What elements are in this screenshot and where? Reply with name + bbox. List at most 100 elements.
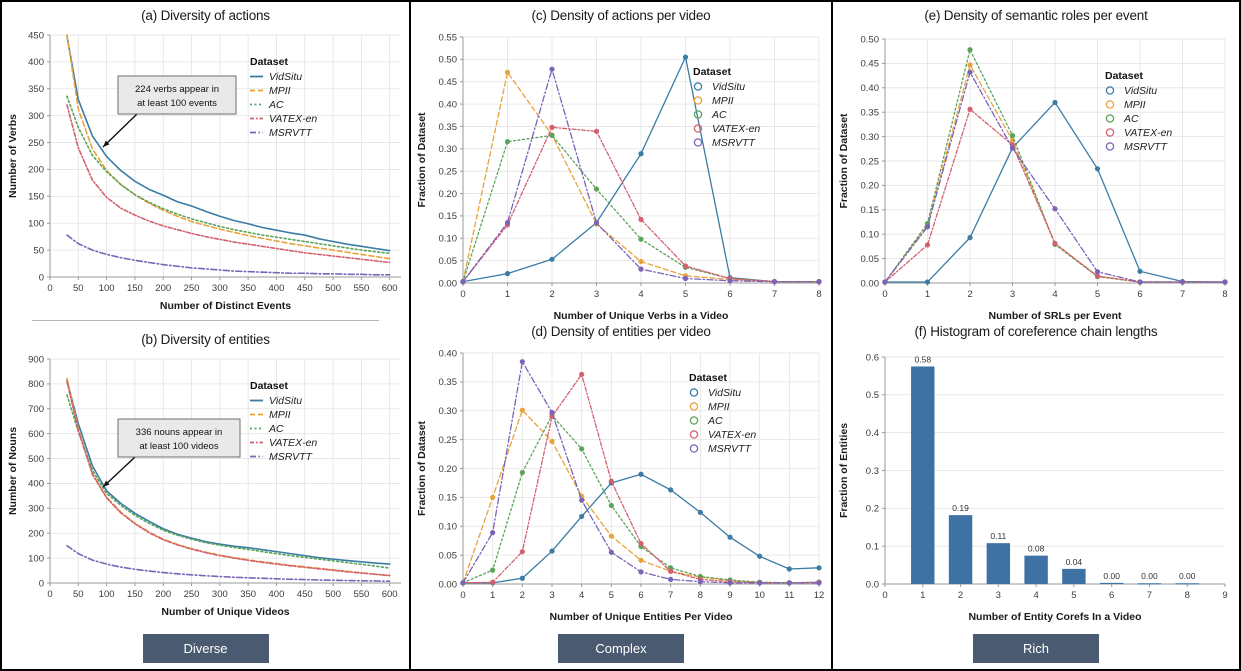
legend-label-vidsitu: VidSitu — [269, 71, 302, 83]
legend-label-vidsitu: VidSitu — [269, 395, 302, 407]
y-tick-label: 0.40 — [439, 99, 458, 110]
series-marker — [608, 478, 614, 484]
legend-label-mpii: MPII — [1124, 99, 1146, 111]
legend-label-ac: AC — [711, 109, 727, 121]
series-marker — [967, 106, 973, 112]
series-marker — [967, 235, 973, 241]
x-axis-label: Number of Unique Entities Per Video — [549, 611, 732, 623]
panel-d-plot: 0.00 0.05 0.10 0.15 0.20 0.25 0.30 0.35 0.40 0 1 2 3… — [411, 339, 831, 624]
y-tick-label: 100 — [28, 219, 44, 230]
y-tick-label: 0.2 — [866, 504, 879, 515]
bar-value-label: 0.08 — [1028, 544, 1045, 554]
panel-a-title: (a) Diversity of actions — [141, 8, 270, 23]
legend-marker-ac — [693, 110, 703, 119]
y-tick-label: 0.05 — [861, 254, 880, 265]
x-tick-label: 0 — [47, 589, 52, 600]
x-tick-label: 0 — [882, 590, 887, 601]
y-tick-label: 0.15 — [439, 493, 458, 504]
series-marker — [504, 220, 511, 226]
y-tick-label: 50 — [33, 245, 44, 256]
annotation-callout: 224 verbs appear in at least 100 events — [102, 75, 237, 148]
annotation-box — [117, 418, 241, 458]
series-marker — [1009, 133, 1016, 139]
x-tick-label: 8 — [1222, 289, 1227, 300]
series-marker — [697, 579, 703, 585]
series-marker — [682, 263, 689, 269]
legend-marker-msrvtt — [1105, 142, 1115, 151]
bar-value-label: 0.00 — [1103, 571, 1120, 581]
x-tick-label: 6 — [1109, 590, 1114, 601]
bar — [986, 543, 1011, 584]
y-tick-label: 700 — [28, 404, 44, 415]
bar — [911, 366, 935, 584]
x-tick-label: 8 — [1185, 590, 1190, 601]
legend-marker-vatex-en — [693, 124, 703, 133]
y-tick-label: 400 — [28, 57, 44, 68]
legend-label-mpii: MPII — [712, 95, 734, 107]
legend-marker-mpii — [689, 402, 699, 411]
panel-a: (a) Diversity of actions 0 50 100 150 200 250… — [2, 8, 409, 313]
series-marker — [549, 256, 555, 262]
legend-marker-vatex-en — [1105, 128, 1115, 137]
annotation-line-2: at least 100 events — [137, 98, 217, 109]
x-tick-label: 4 — [1033, 590, 1038, 601]
x-tick-label: 350 — [240, 589, 256, 600]
legend-marker-mpii — [693, 96, 703, 105]
series-marker — [593, 186, 600, 192]
panel-e-svg: 0.00 0.05 0.10 0.15 0.20 0.25 0.30 0.35 0.40 0.45… — [838, 34, 1228, 322]
panel-divider-left — [32, 320, 379, 321]
x-tick-label: 500 — [325, 589, 341, 600]
x-tick-label: 8 — [816, 289, 821, 300]
y-tick-label: 0.25 — [439, 166, 458, 177]
y-tick-label: 0.15 — [861, 205, 880, 216]
x-tick-label: 0 — [47, 283, 52, 294]
y-tick-label: 0.35 — [861, 108, 880, 119]
series-line-msrvtt — [66, 544, 391, 583]
panel-b-svg: 0 100 200 300 400 500 600 700 800 900 0 50 100 150 200… — [7, 354, 401, 618]
series-marker — [967, 69, 973, 75]
panel-c-svg: 0.00 0.05 0.10 0.15 0.20 0.25 0.30 0.35 0.40 0.45… — [416, 32, 822, 322]
series-marker — [460, 580, 466, 586]
bar-value-label: 0.04 — [1066, 557, 1083, 567]
x-tick-label: 1 — [490, 590, 495, 601]
panel-a-plot: 0 50 100 150 200 250 300 350 400 450 0 50 100 150 200 2… — [2, 23, 409, 313]
x-tick-label: 2 — [967, 289, 972, 300]
legend-title: Dataset — [250, 380, 288, 392]
y-tick-label: 0.30 — [439, 406, 458, 417]
series-marker — [727, 278, 733, 284]
series-marker — [608, 502, 614, 509]
bar — [1137, 583, 1162, 585]
series-marker — [608, 533, 614, 539]
series-marker — [727, 534, 733, 540]
bar-value-label: 0.00 — [1179, 571, 1196, 581]
x-tick-label: 350 — [240, 283, 256, 294]
x-tick-label: 9 — [1222, 590, 1227, 601]
series-marker — [816, 279, 822, 285]
legend-title: Dataset — [693, 66, 731, 78]
panel-d-title: (d) Density of entities per video — [531, 324, 711, 339]
x-tick-label: 150 — [127, 283, 143, 294]
series-marker — [638, 540, 644, 547]
panel-b-title: (b) Diversity of entities — [141, 332, 270, 347]
series-marker — [490, 567, 496, 573]
legend-label-msrvtt: MSRVTT — [708, 443, 753, 455]
svg-d-grid — [463, 352, 820, 585]
panel-c: (c) Density of actions per video 0.00 0.0… — [411, 8, 831, 323]
x-tick-label: 0 — [460, 590, 465, 601]
series-marker — [1052, 99, 1058, 106]
x-tick-label: 100 — [99, 283, 115, 294]
legend-title: Dataset — [250, 56, 288, 68]
legend-title: Dataset — [689, 372, 727, 384]
legend-marker-ac — [689, 416, 699, 425]
figure-column-right: (e) Density of semantic roles per event … — [833, 2, 1239, 669]
series-marker — [638, 471, 644, 477]
x-tick-label: 6 — [638, 590, 643, 601]
x-tick-label: 550 — [353, 283, 369, 294]
y-tick-label: 0.20 — [439, 464, 458, 475]
x-tick-label: 4 — [1052, 289, 1057, 300]
panel-a-svg: 0 50 100 150 200 250 300 350 400 450 0 50 100 150 200 2… — [7, 30, 401, 312]
annotation-line-1: 336 nouns appear in — [136, 427, 223, 438]
y-tick-label: 0 — [39, 272, 44, 283]
x-tick-label: 10 — [754, 590, 765, 601]
x-tick-label: 1 — [925, 289, 930, 300]
